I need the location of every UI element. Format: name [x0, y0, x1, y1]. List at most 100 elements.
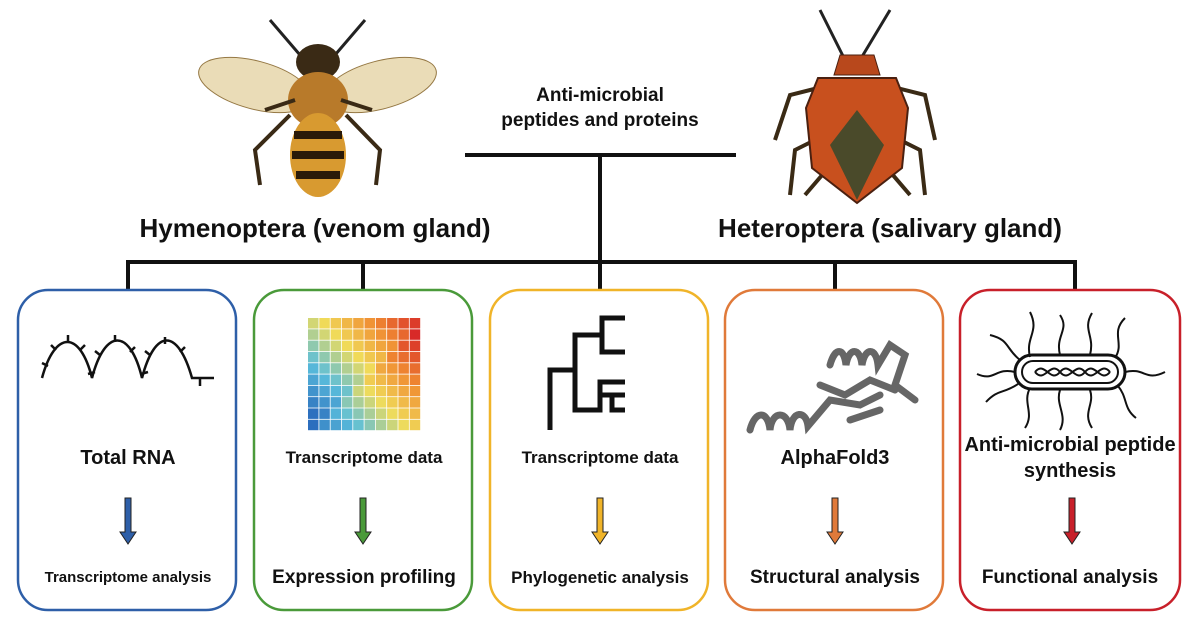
heatmap-cell: [398, 397, 409, 408]
heatmap-cell: [387, 385, 398, 397]
step-output: Phylogenetic analysis: [511, 567, 689, 587]
heatmap-cell: [353, 329, 364, 340]
heatmap-icon: [308, 318, 421, 431]
heatmap-cell: [353, 385, 364, 397]
heatmap-cell: [319, 363, 330, 374]
heatmap-cell: [308, 329, 319, 340]
heatmap-cell: [398, 363, 409, 374]
step-output: Expression profiling: [272, 566, 456, 588]
heatmap-cell: [308, 397, 319, 408]
heatmap-cell: [364, 408, 375, 419]
heatmap-cell: [398, 318, 409, 329]
step-input: AlphaFold3: [780, 447, 890, 469]
heatmap-cell: [364, 374, 375, 385]
heatmap-cell: [364, 318, 375, 329]
heatmap-cell: [353, 419, 364, 431]
heatmap-cell: [398, 329, 409, 340]
heatmap-cell: [353, 363, 364, 374]
heatmap-cell: [330, 419, 342, 431]
heatmap-cell: [409, 385, 421, 397]
heatmap-cell: [330, 351, 342, 363]
heatmap-cell: [308, 318, 319, 329]
heatmap-cell: [330, 363, 342, 374]
heatmap-cell: [341, 374, 353, 385]
group-label: Heteroptera (salivary gland): [718, 213, 1062, 243]
heatmap-cell: [375, 318, 387, 329]
heatmap-cell: [319, 419, 330, 431]
heatmap-cell: [409, 318, 421, 329]
heatmap-cell: [409, 419, 421, 431]
heatmap-cell: [319, 385, 330, 397]
rna-icon: [40, 335, 214, 386]
heatmap-cell: [319, 340, 330, 352]
step-input: Transcriptome data: [285, 447, 443, 467]
heatmap-cell: [353, 318, 364, 329]
step-input: Total RNA: [80, 447, 176, 469]
heatmap-cell: [341, 397, 353, 408]
heatmap-cell: [375, 340, 387, 352]
heatmap-cell: [341, 340, 353, 352]
heatmap-cell: [387, 340, 398, 352]
heatmap-cell: [364, 363, 375, 374]
root-title: Anti-microbial peptides and proteins: [501, 85, 699, 131]
heatmap-cell: [375, 397, 387, 408]
heatmap-cell: [341, 363, 353, 374]
heatmap-cell: [398, 374, 409, 385]
heatmap-cell: [308, 419, 319, 431]
protein-icon: [746, 340, 919, 435]
step-input: Transcriptome data: [521, 447, 679, 467]
heatmap-cell: [330, 374, 342, 385]
heatmap-cell: [330, 318, 342, 329]
heatmap-cell: [341, 329, 353, 340]
heatmap-cell: [375, 363, 387, 374]
heatmap-cell: [409, 340, 421, 352]
heatmap-cell: [308, 374, 319, 385]
heatmap-cell: [364, 385, 375, 397]
heatmap-cell: [409, 329, 421, 340]
heatmap-cell: [308, 385, 319, 397]
heatmap-cell: [341, 408, 353, 419]
heatmap-cell: [353, 408, 364, 419]
heatmap-cell: [364, 340, 375, 352]
heatmap-cell: [353, 351, 364, 363]
heatmap-cell: [409, 397, 421, 408]
tree: [126, 153, 1077, 290]
heatmap-cell: [409, 374, 421, 385]
heatmap-cell: [330, 340, 342, 352]
heatmap-cell: [375, 329, 387, 340]
heatmap-cell: [387, 318, 398, 329]
boxes: [16, 288, 1182, 612]
heatmap-cell: [330, 385, 342, 397]
heatmap-cell: [409, 351, 421, 363]
heatmap-cell: [364, 419, 375, 431]
heatmap-cell: [330, 397, 342, 408]
step-output: Functional analysis: [981, 566, 1159, 588]
heatmap-cell: [375, 385, 387, 397]
phylogeny-icon: [547, 315, 625, 430]
heatmap-cell: [319, 397, 330, 408]
heatmap-cell: [387, 408, 398, 419]
heatmap-cell: [398, 385, 409, 397]
heatmap-cell: [353, 340, 364, 352]
heatmap-cell: [353, 397, 364, 408]
heatmap-cell: [398, 419, 409, 431]
heatmap-cell: [308, 340, 319, 352]
heatmap-cell: [409, 408, 421, 419]
heatmap-cell: [341, 351, 353, 363]
heatmap-cell: [308, 351, 319, 363]
heatmap-cell: [387, 397, 398, 408]
heatmap-cell: [353, 374, 364, 385]
heatmap-cell: [375, 351, 387, 363]
step-output: Transcriptome analysis: [44, 569, 212, 587]
heatmap-cell: [387, 419, 398, 431]
heatmap-cell: [319, 351, 330, 363]
heatmap-cell: [387, 363, 398, 374]
heatmap-cell: [330, 329, 342, 340]
heatmap-cell: [364, 351, 375, 363]
bee-illustration: [198, 19, 437, 197]
heatmap-cell: [387, 329, 398, 340]
heatmap-cell: [341, 318, 353, 329]
heatmap-cell: [387, 351, 398, 363]
